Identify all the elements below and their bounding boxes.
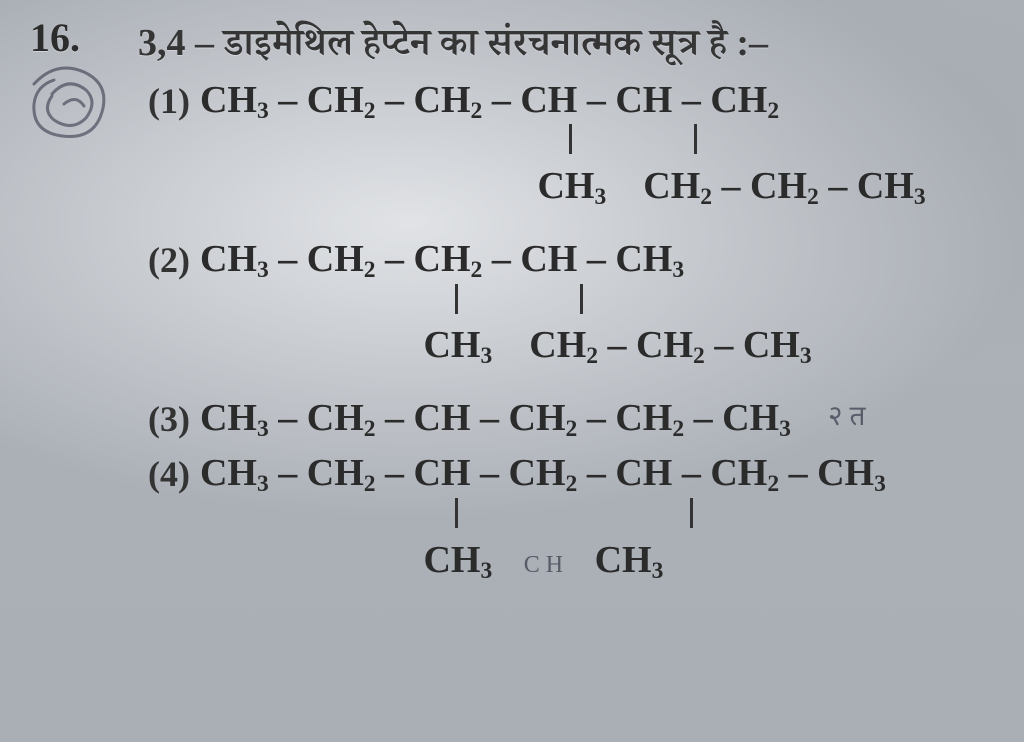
- bond-icon: [694, 124, 697, 154]
- option-2-branch-left: CH3: [423, 325, 492, 370]
- option-2-formula: CH3 – CH2 – CH2 – CH – CH3 CH3 CH2 – CH2…: [200, 239, 812, 370]
- option-1: (1) CH3 – CH2 – CH2 – CH – CH – CH2 CH3 …: [148, 80, 996, 211]
- option-4-formula: CH3 – CH2 – CH – CH2 – CH – CH2 – CH3 CH…: [200, 453, 886, 584]
- option-4-row3: CH3 C H CH3: [200, 540, 886, 585]
- formula-text: CH3 – CH2 – CH2 – CH – CH – CH2: [200, 79, 779, 121]
- option-4-branch-right: CH3: [595, 540, 664, 585]
- pen-annotation-ch: C H: [502, 552, 585, 578]
- option-4-branch-left: CH3: [423, 540, 492, 585]
- option-2-row3: CH3 CH2 – CH2 – CH3: [200, 325, 812, 370]
- bond-icon: [690, 498, 693, 528]
- bond-icon: [580, 284, 583, 314]
- formula-text: CH3 – CH2 – CH2 – CH – CH3: [200, 238, 684, 280]
- option-1-row2: [200, 124, 926, 166]
- options-container: (1) CH3 – CH2 – CH2 – CH – CH – CH2 CH3 …: [148, 80, 996, 585]
- option-2-row2: [200, 284, 812, 326]
- formula-text: CH3 – CH2 – CH – CH2 – CH – CH2 – CH3: [200, 452, 886, 494]
- formula-text: CH3 – CH2 – CH – CH2 – CH2 – CH3: [200, 397, 791, 439]
- option-1-label: (1): [148, 80, 190, 122]
- option-2-branch-right: CH2 – CH2 – CH3: [529, 325, 811, 370]
- page-content: 16. 3,4 – डाइमेथिल हेप्टेन का संरचनात्मक…: [0, 0, 1024, 632]
- option-4-label: (4): [148, 453, 190, 495]
- option-4: (4) CH3 – CH2 – CH – CH2 – CH – CH2 – CH…: [148, 453, 996, 584]
- option-3-label: (3): [148, 398, 190, 440]
- option-4-row2: [200, 498, 886, 540]
- option-1-formula: CH3 – CH2 – CH2 – CH – CH – CH2 CH3 CH2 …: [200, 80, 926, 211]
- question-row: 16. 3,4 – डाइमेथिल हेप्टेन का संरचनात्मक…: [30, 18, 996, 68]
- question-text: 3,4 – डाइमेथिल हेप्टेन का संरचनात्मक सूत…: [138, 18, 768, 68]
- option-1-row3: CH3 CH2 – CH2 – CH3: [200, 166, 926, 211]
- option-1-branch-left: CH3: [537, 166, 606, 211]
- option-2-label: (2): [148, 239, 190, 281]
- option-3-formula: CH3 – CH2 – CH – CH2 – CH2 – CH3: [200, 398, 791, 443]
- question-number-box: 16.: [30, 18, 138, 58]
- pen-doodle-icon: [24, 56, 120, 146]
- bond-icon: [455, 498, 458, 528]
- bond-icon: [455, 284, 458, 314]
- pen-annotation: २ त: [828, 396, 866, 434]
- bond-icon: [569, 124, 572, 154]
- option-3: (3) CH3 – CH2 – CH – CH2 – CH2 – CH3 २ त: [148, 398, 996, 443]
- option-1-branch-right: CH2 – CH2 – CH3: [643, 166, 925, 211]
- question-number: 16.: [30, 15, 80, 60]
- option-2: (2) CH3 – CH2 – CH2 – CH – CH3 CH3 CH2 –…: [148, 239, 996, 370]
